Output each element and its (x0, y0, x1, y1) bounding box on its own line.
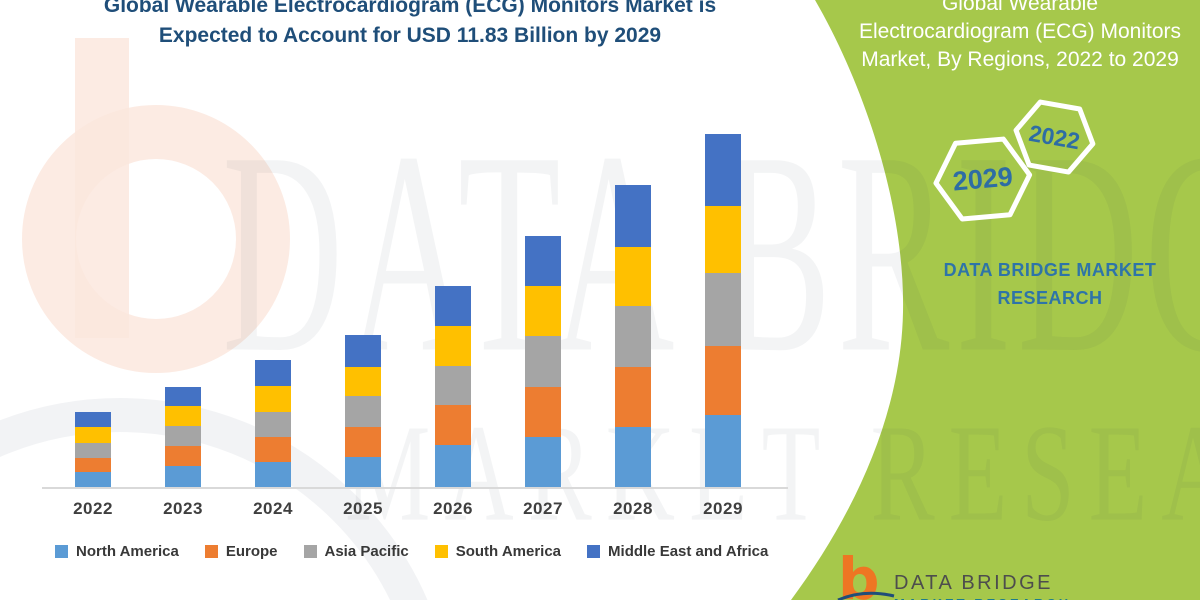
side-panel-title-line1: Global Wearable (941, 0, 1099, 15)
bar-segment-2025-asia-pacific (345, 396, 381, 427)
bar-segment-2024-mea (255, 360, 291, 387)
bar-segment-2022-mea (75, 411, 111, 428)
bar-segment-2029-asia-pacific (705, 273, 741, 346)
x-axis-label-2029: 2029 (703, 499, 743, 518)
bar-segment-2024-europe (255, 437, 291, 462)
bar-segment-2026-north-america (435, 444, 471, 487)
bar-segment-2023-mea (165, 387, 201, 407)
legend-swatch-europe (204, 544, 218, 558)
bar-segment-2022-south-america (75, 427, 111, 444)
bar-segment-2025-mea (345, 334, 381, 367)
x-axis-label-2025: 2025 (343, 499, 383, 518)
legend-item-north-america: North America (55, 543, 179, 560)
legend-item-mea: Middle East and Africa (587, 543, 768, 560)
x-axis-label-2023: 2023 (163, 499, 203, 518)
green-panel-shape (791, 0, 1200, 600)
bar-segment-2028-asia-pacific (615, 306, 651, 367)
legend-label-south-america: South America (455, 542, 562, 560)
bar-segment-2027-europe (525, 386, 561, 437)
bar-segment-2025-south-america (345, 366, 381, 397)
brand-wordmark: DATA BRIDGE MARKET RESEARCH (935, 256, 1165, 312)
bar-segment-2027-south-america (525, 285, 561, 337)
legend-item-europe: Europe (204, 542, 278, 560)
bar-segment-2028-south-america (615, 246, 651, 307)
x-axis-label-2024: 2024 (253, 499, 293, 518)
legend-item-south-america: South America (434, 542, 562, 560)
brand-line2: RESEARCH (997, 288, 1103, 308)
bar-segment-2026-mea (435, 285, 471, 327)
bar-segment-2029-north-america (705, 415, 741, 487)
chart-legend: North America Europe Asia Pacific South Ame… (55, 541, 768, 561)
bar-segment-2027-asia-pacific (525, 336, 561, 387)
chart-title: Global Wearable Electrocardiogram (ECG) … (28, 0, 792, 51)
bar-segment-2022-europe (75, 458, 111, 472)
hexagon-2022-outline (1013, 99, 1096, 175)
bar-segment-2029-south-america (705, 206, 741, 274)
bar-segment-2028-mea (615, 185, 651, 247)
chart-title-line1: Global Wearable Electrocardiogram (ECG) … (103, 0, 717, 17)
side-panel-title-line2: Electrocardiogram (ECG) Monitors (858, 20, 1182, 43)
x-axis-label-2022: 2022 (73, 499, 113, 518)
legend-swatch-south-america (434, 544, 448, 558)
bar-segment-2028-north-america (615, 426, 651, 487)
bar-segment-2023-asia-pacific (165, 425, 201, 446)
footer-logo: b DATA BRIDGE MARKET RESEARCH (836, 550, 1096, 600)
legend-label-asia-pacific: Asia Pacific (324, 542, 409, 560)
footer-logo-name: DATA BRIDGE (894, 572, 1054, 594)
hexagon-2029-label: 2029 (952, 161, 1014, 196)
bar-segment-2022-north-america (75, 471, 111, 487)
legend-label-north-america: North America (76, 542, 179, 560)
bar-segment-2029-europe (705, 346, 741, 415)
legend-label-mea: Middle East and Africa (608, 542, 769, 560)
x-axis-label-2027: 2027 (523, 499, 563, 518)
bar-segment-2025-europe (345, 426, 381, 457)
legend-item-asia-pacific: Asia Pacific (303, 542, 409, 560)
side-panel-title: Global Wearable Electrocardiogram (ECG) … (845, 0, 1195, 74)
hexagon-2029: 2029 (929, 131, 1037, 232)
legend-label-europe: Europe (225, 542, 278, 560)
bar-segment-2023-north-america (165, 466, 201, 487)
footer-logo-swoosh-icon (837, 591, 895, 600)
bar-segment-2024-north-america (255, 461, 291, 487)
hexagon-2022: 2022 (1006, 93, 1102, 185)
brand-line1: DATA BRIDGE MARKET (943, 260, 1157, 280)
bar-segment-2026-asia-pacific (435, 365, 471, 405)
bar-segment-2028-europe (615, 366, 651, 427)
bar-segment-2023-europe (165, 445, 201, 467)
bar-segment-2027-mea (525, 236, 561, 286)
side-panel-title-line3: Market, By Regions, 2022 to 2029 (861, 48, 1179, 71)
bar-segment-2024-asia-pacific (255, 412, 291, 438)
bar-segment-2026-south-america (435, 326, 471, 366)
legend-swatch-mea (587, 544, 601, 558)
legend-swatch-asia-pacific (303, 544, 317, 558)
bar-segment-2029-mea (705, 133, 741, 207)
bar-segment-2026-europe (435, 404, 471, 445)
hexagon-2022-label: 2022 (1027, 120, 1082, 154)
bar-segment-2022-asia-pacific (75, 443, 111, 459)
bar-segment-2023-south-america (165, 406, 201, 426)
chart-title-line2: Expected to Account for USD 11.83 Billio… (158, 24, 662, 47)
bar-segment-2024-south-america (255, 386, 291, 413)
x-axis-label-2026: 2026 (433, 499, 473, 518)
x-axis-label-2028: 2028 (613, 499, 653, 518)
hexagon-2029-outline (933, 136, 1033, 222)
footer-logo-subtext: MARKET RESEARCH (894, 596, 1071, 600)
legend-swatch-north-america (55, 544, 68, 558)
footer-logo-b-icon: b (838, 545, 880, 600)
bar-segment-2025-north-america (345, 456, 381, 487)
x-axis-line (42, 487, 788, 489)
bar-segment-2027-north-america (525, 436, 561, 487)
